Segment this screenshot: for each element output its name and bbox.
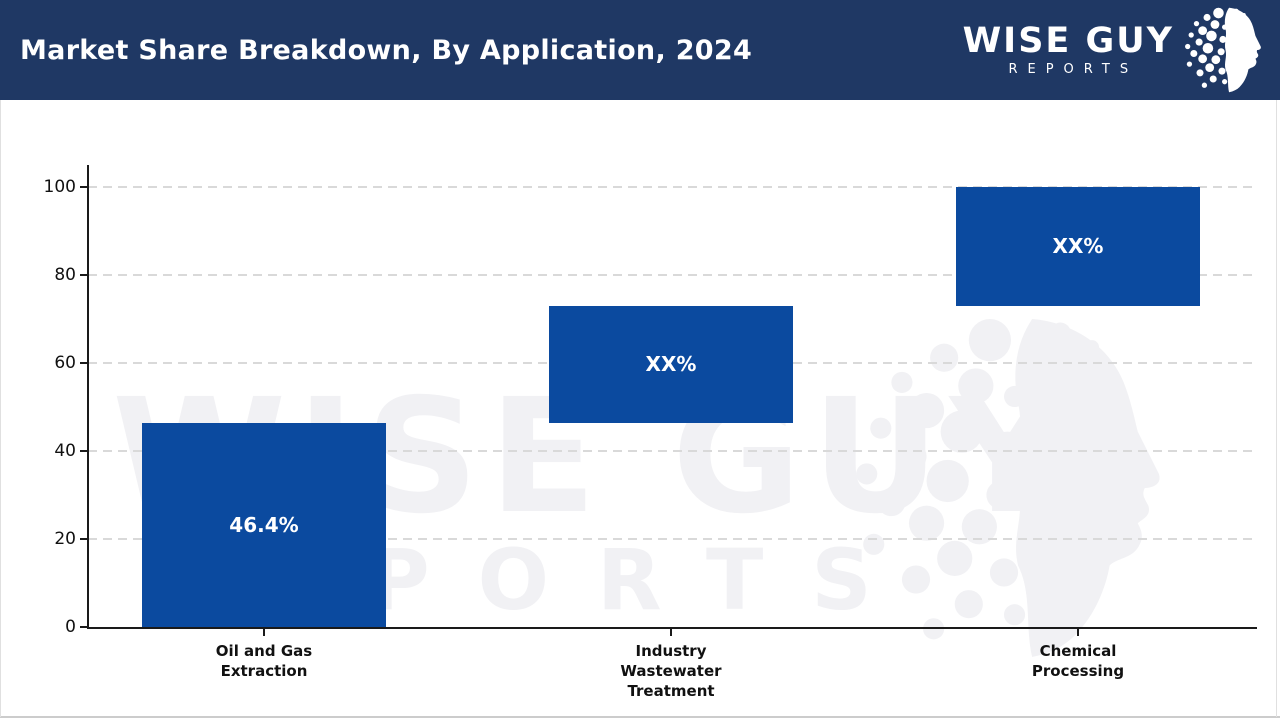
bar-value-label: XX% bbox=[645, 352, 697, 377]
y-tick-mark bbox=[80, 186, 87, 188]
x-tick-mark bbox=[1077, 629, 1079, 636]
brand-logo: WISE GUY REPORTS bbox=[963, 6, 1266, 94]
bar-2: XX% bbox=[549, 305, 793, 423]
x-axis-label: Industry Wastewater Treatment bbox=[620, 642, 722, 700]
brand-subtitle: REPORTS bbox=[1008, 62, 1139, 77]
bar-3: XX% bbox=[956, 187, 1200, 306]
watermark-face-icon bbox=[856, 319, 1160, 657]
y-tick-label: 60 bbox=[54, 353, 76, 373]
y-tick-mark bbox=[80, 274, 87, 276]
y-tick-mark bbox=[80, 362, 87, 364]
bar-value-label: XX% bbox=[1052, 234, 1104, 259]
chart-area: WISE GUY REPORTS 0 20 40 60 80 100 46.4% XX% XX… bbox=[0, 100, 1280, 720]
x-tick-mark bbox=[670, 629, 672, 636]
y-tick-mark bbox=[80, 538, 87, 540]
y-tick-label: 20 bbox=[54, 529, 76, 549]
bar-1: 46.4% bbox=[142, 422, 386, 627]
right-border bbox=[1276, 100, 1277, 717]
gridline bbox=[88, 538, 1256, 540]
gridline bbox=[88, 186, 1256, 188]
gridline bbox=[88, 450, 1256, 452]
y-tick-mark bbox=[80, 626, 87, 628]
y-tick-label: 100 bbox=[43, 177, 76, 197]
bar-value-label: 46.4% bbox=[229, 512, 299, 537]
x-axis-label: Oil and Gas Extraction bbox=[215, 642, 313, 680]
y-tick-label: 80 bbox=[54, 265, 76, 285]
gridline bbox=[88, 274, 1256, 276]
y-tick-mark bbox=[80, 450, 87, 452]
bottom-border bbox=[0, 716, 1280, 718]
y-axis-line bbox=[87, 165, 89, 629]
left-border bbox=[0, 100, 1, 717]
x-tick-mark bbox=[263, 629, 265, 636]
page-title: Market Share Breakdown, By Application, … bbox=[20, 34, 753, 66]
y-tick-label: 0 bbox=[65, 617, 76, 637]
brand-logo-text: WISE GUY REPORTS bbox=[962, 21, 1174, 77]
brand-face-icon bbox=[1185, 7, 1261, 93]
x-axis-label: Chemical Processing bbox=[1031, 642, 1125, 680]
brand-name: WISE GUY bbox=[962, 21, 1174, 61]
header-banner: Market Share Breakdown, By Application, … bbox=[0, 0, 1280, 100]
y-tick-label: 40 bbox=[54, 441, 76, 461]
x-axis-line bbox=[87, 627, 1257, 629]
